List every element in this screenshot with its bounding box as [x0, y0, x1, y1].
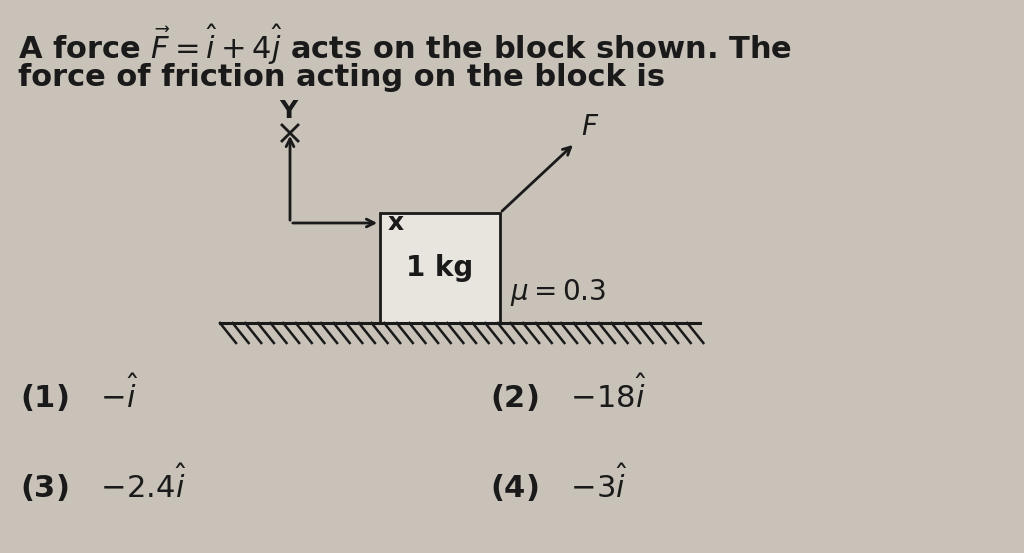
Text: A force $\vec{F} = \hat{i} + 4\hat{j}$ acts on the block shown. The: A force $\vec{F} = \hat{i} + 4\hat{j}$ a… [18, 23, 792, 67]
Text: $F$: $F$ [581, 113, 599, 141]
Text: (2)   $-18\hat{i}$: (2) $-18\hat{i}$ [490, 372, 647, 414]
Text: force of friction acting on the block is: force of friction acting on the block is [18, 63, 666, 92]
Text: 1 kg: 1 kg [407, 254, 474, 282]
Text: Y: Y [279, 99, 297, 123]
Text: (3)   $-2.4\hat{i}$: (3) $-2.4\hat{i}$ [20, 462, 186, 504]
Text: (1)   $-\hat{i}$: (1) $-\hat{i}$ [20, 372, 138, 414]
Text: (4)   $-3\hat{i}$: (4) $-3\hat{i}$ [490, 462, 628, 504]
Text: $\mu = 0.3$: $\mu = 0.3$ [510, 276, 606, 307]
Text: x: x [388, 211, 404, 235]
Bar [380, 213, 500, 323]
